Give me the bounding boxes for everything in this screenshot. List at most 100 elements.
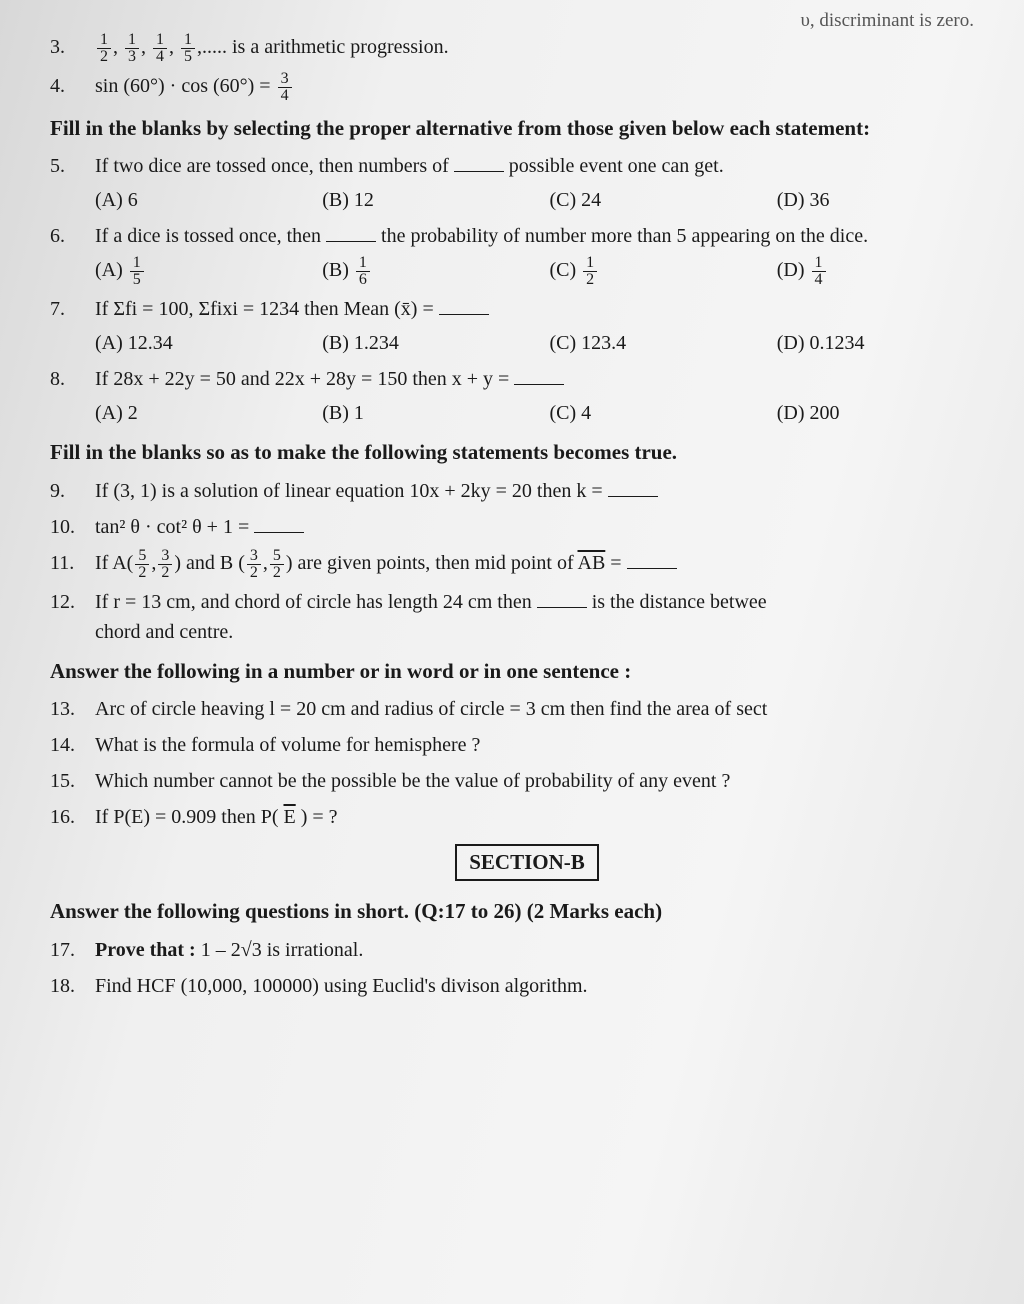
q12-number: 12.	[50, 587, 95, 647]
q7-text: If Σfi = 100, Σfixi = 1234 then Mean (x̄…	[95, 298, 439, 320]
q9-number: 9.	[50, 476, 95, 506]
section-head-short-answer: Answer the following in a number or in w…	[50, 657, 1004, 686]
q6-opt-d: (D) 14	[777, 255, 1004, 288]
question-15: 15. Which number cannot be the possible …	[50, 766, 1004, 796]
frac-1-5: 15	[181, 32, 195, 65]
q5-options: (A) 6 (B) 12 (C) 24 (D) 36	[95, 185, 1004, 215]
question-4: 4. sin (60°) · cos (60°) = 34	[50, 71, 1004, 104]
q5-pre: If two dice are tossed once, then number…	[95, 155, 454, 177]
q5-opt-b: (B) 12	[322, 185, 549, 215]
question-6: 6. If a dice is tossed once, then the pr…	[50, 221, 1004, 288]
question-8: 8. If 28x + 22y = 50 and 22x + 28y = 150…	[50, 364, 1004, 428]
section-b-row: SECTION-B	[50, 838, 1004, 887]
q6-blank	[326, 221, 376, 242]
q16-e: E	[283, 806, 295, 828]
q6-opt-c: (C) 12	[550, 255, 777, 288]
q15-number: 15.	[50, 766, 95, 796]
q17-text: 1 – 2√3 is irrational.	[201, 939, 364, 961]
q6-post: the probability of number more than 5 ap…	[376, 225, 868, 247]
q13-body: Arc of circle heaving l = 20 cm and radi…	[95, 694, 1004, 724]
q4-lhs: sin (60°) · cos (60°) =	[95, 75, 276, 97]
q16-body: If P(E) = 0.909 then P( E ) = ?	[95, 802, 1004, 832]
section-head-fill-blanks: Fill in the blanks so as to make the fol…	[50, 438, 1004, 467]
question-18: 18. Find HCF (10,000, 100000) using Eucl…	[50, 971, 1004, 1001]
q8-opt-c: (C) 4	[550, 398, 777, 428]
exam-page: υ, discriminant is zero. 3. 12, 13, 14, …	[0, 0, 1024, 1304]
frac-d: 14	[812, 255, 826, 288]
q6-number: 6.	[50, 221, 95, 288]
question-16: 16. If P(E) = 0.909 then P( E ) = ?	[50, 802, 1004, 832]
section-head-q17-26: Answer the following questions in short.…	[50, 897, 1004, 926]
q12-line2: chord and centre.	[95, 617, 1004, 647]
q12-blank	[537, 587, 587, 608]
section-head-fill-mcq: Fill in the blanks by selecting the prop…	[50, 114, 1004, 143]
section-b-box: SECTION-B	[455, 844, 599, 881]
q7-opt-a: (A) 12.34	[95, 328, 322, 358]
q6-pre: If a dice is tossed once, then	[95, 225, 326, 247]
q16-post: ) = ?	[296, 806, 338, 828]
frac-3-2: 32	[158, 548, 172, 581]
q17-body: Prove that : 1 – 2√3 is irrational.	[95, 935, 1004, 965]
question-3: 3. 12, 13, 14, 15,..... is a arithmetic …	[50, 32, 1004, 65]
q11-ab: AB	[578, 552, 606, 574]
q5-opt-a: (A) 6	[95, 185, 322, 215]
q4-body: sin (60°) · cos (60°) = 34	[95, 71, 1004, 104]
q6-options: (A) 15 (B) 16 (C) 12 (D) 14	[95, 255, 1004, 288]
frac-3-4: 34	[278, 71, 292, 104]
frac-1-2: 12	[97, 32, 111, 65]
q8-opt-a: (A) 2	[95, 398, 322, 428]
q10-text: tan² θ · cot² θ + 1 =	[95, 516, 254, 538]
q7-opt-b: (B) 1.234	[322, 328, 549, 358]
q9-body: If (3, 1) is a solution of linear equati…	[95, 476, 1004, 506]
q7-blank	[439, 294, 489, 315]
q7-body: If Σfi = 100, Σfixi = 1234 then Mean (x̄…	[95, 294, 1004, 358]
q7-options: (A) 12.34 (B) 1.234 (C) 123.4 (D) 0.1234	[95, 328, 1004, 358]
q11-mid: ) and B (	[174, 552, 245, 574]
question-10: 10. tan² θ · cot² θ + 1 =	[50, 512, 1004, 542]
frac-5-2b: 52	[270, 548, 284, 581]
q13-number: 13.	[50, 694, 95, 724]
q5-body: If two dice are tossed once, then number…	[95, 151, 1004, 215]
q16-number: 16.	[50, 802, 95, 832]
q8-opt-d: (D) 200	[777, 398, 1004, 428]
q11-number: 11.	[50, 548, 95, 581]
question-5: 5. If two dice are tossed once, then num…	[50, 151, 1004, 215]
q10-body: tan² θ · cot² θ + 1 =	[95, 512, 1004, 542]
q14-number: 14.	[50, 730, 95, 760]
q12-post: is the distance betwee	[587, 591, 767, 613]
q5-opt-c: (C) 24	[550, 185, 777, 215]
partial-top-line: υ, discriminant is zero.	[50, 10, 1004, 32]
q11-post: ) are given points, then mid point of	[286, 552, 578, 574]
question-14: 14. What is the formula of volume for he…	[50, 730, 1004, 760]
q10-number: 10.	[50, 512, 95, 542]
frac-3-2b: 32	[247, 548, 261, 581]
q7-opt-d: (D) 0.1234	[777, 328, 1004, 358]
q17-number: 17.	[50, 935, 95, 965]
frac-1-4: 14	[153, 32, 167, 65]
q5-number: 5.	[50, 151, 95, 215]
question-9: 9. If (3, 1) is a solution of linear equ…	[50, 476, 1004, 506]
q9-blank	[608, 476, 658, 497]
q6-opt-b: (B) 16	[322, 255, 549, 288]
frac-a: 15	[130, 255, 144, 288]
q4-number: 4.	[50, 71, 95, 104]
q15-body: Which number cannot be the possible be t…	[95, 766, 1004, 796]
q7-opt-c: (C) 123.4	[550, 328, 777, 358]
q3-number: 3.	[50, 32, 95, 65]
q5-opt-d: (D) 36	[777, 185, 1004, 215]
q8-options: (A) 2 (B) 1 (C) 4 (D) 200	[95, 398, 1004, 428]
q3-body: 12, 13, 14, 15,..... is a arithmetic pro…	[95, 32, 1004, 65]
q7-number: 7.	[50, 294, 95, 358]
q16-pre: If P(E) = 0.909 then P(	[95, 806, 283, 828]
frac-c: 12	[583, 255, 597, 288]
q5-blank	[454, 151, 504, 172]
q8-body: If 28x + 22y = 50 and 22x + 28y = 150 th…	[95, 364, 1004, 428]
q8-opt-b: (B) 1	[322, 398, 549, 428]
question-11: 11. If A(52,32) and B (32,52) are given …	[50, 548, 1004, 581]
q6-opt-a: (A) 15	[95, 255, 322, 288]
frac-5-2: 52	[135, 548, 149, 581]
q17-bold: Prove that :	[95, 939, 201, 961]
q8-blank	[514, 364, 564, 385]
q11-pre: If A(	[95, 552, 133, 574]
q12-pre: If r = 13 cm, and chord of circle has le…	[95, 591, 537, 613]
